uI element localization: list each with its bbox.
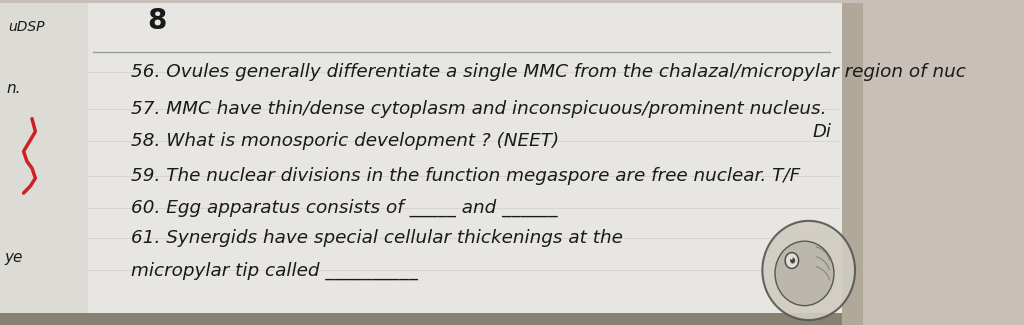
Bar bbox=[0, 313, 862, 325]
Text: 60. Egg apparatus consists of _____ and ______: 60. Egg apparatus consists of _____ and … bbox=[131, 199, 557, 217]
Bar bbox=[0, 3, 88, 325]
Text: 59. The nuclear divisions in the function megaspore are free nuclear. T/F: 59. The nuclear divisions in the functio… bbox=[131, 167, 800, 185]
Circle shape bbox=[791, 257, 793, 260]
Text: ye: ye bbox=[4, 250, 23, 265]
Text: 57. MMC have thin/dense cytoplasm and inconspicuous/prominent nucleus.: 57. MMC have thin/dense cytoplasm and in… bbox=[131, 100, 826, 118]
Text: micropylar tip called __________: micropylar tip called __________ bbox=[131, 261, 418, 280]
Text: uDSP: uDSP bbox=[8, 20, 45, 34]
Text: Di: Di bbox=[813, 123, 831, 140]
Bar bbox=[843, 3, 862, 325]
Text: 56. Ovules generally differentiate a single MMC from the chalazal/micropylar reg: 56. Ovules generally differentiate a sin… bbox=[131, 63, 966, 81]
Circle shape bbox=[785, 253, 799, 268]
Text: 61. Synergids have special cellular thickenings at the: 61. Synergids have special cellular thic… bbox=[131, 229, 623, 247]
Ellipse shape bbox=[762, 221, 855, 320]
Text: 8: 8 bbox=[147, 7, 167, 35]
Text: n.: n. bbox=[7, 81, 22, 97]
Text: 58. What is monosporic development ? (NEET): 58. What is monosporic development ? (NE… bbox=[131, 133, 559, 150]
Ellipse shape bbox=[775, 241, 834, 306]
Circle shape bbox=[791, 257, 796, 264]
